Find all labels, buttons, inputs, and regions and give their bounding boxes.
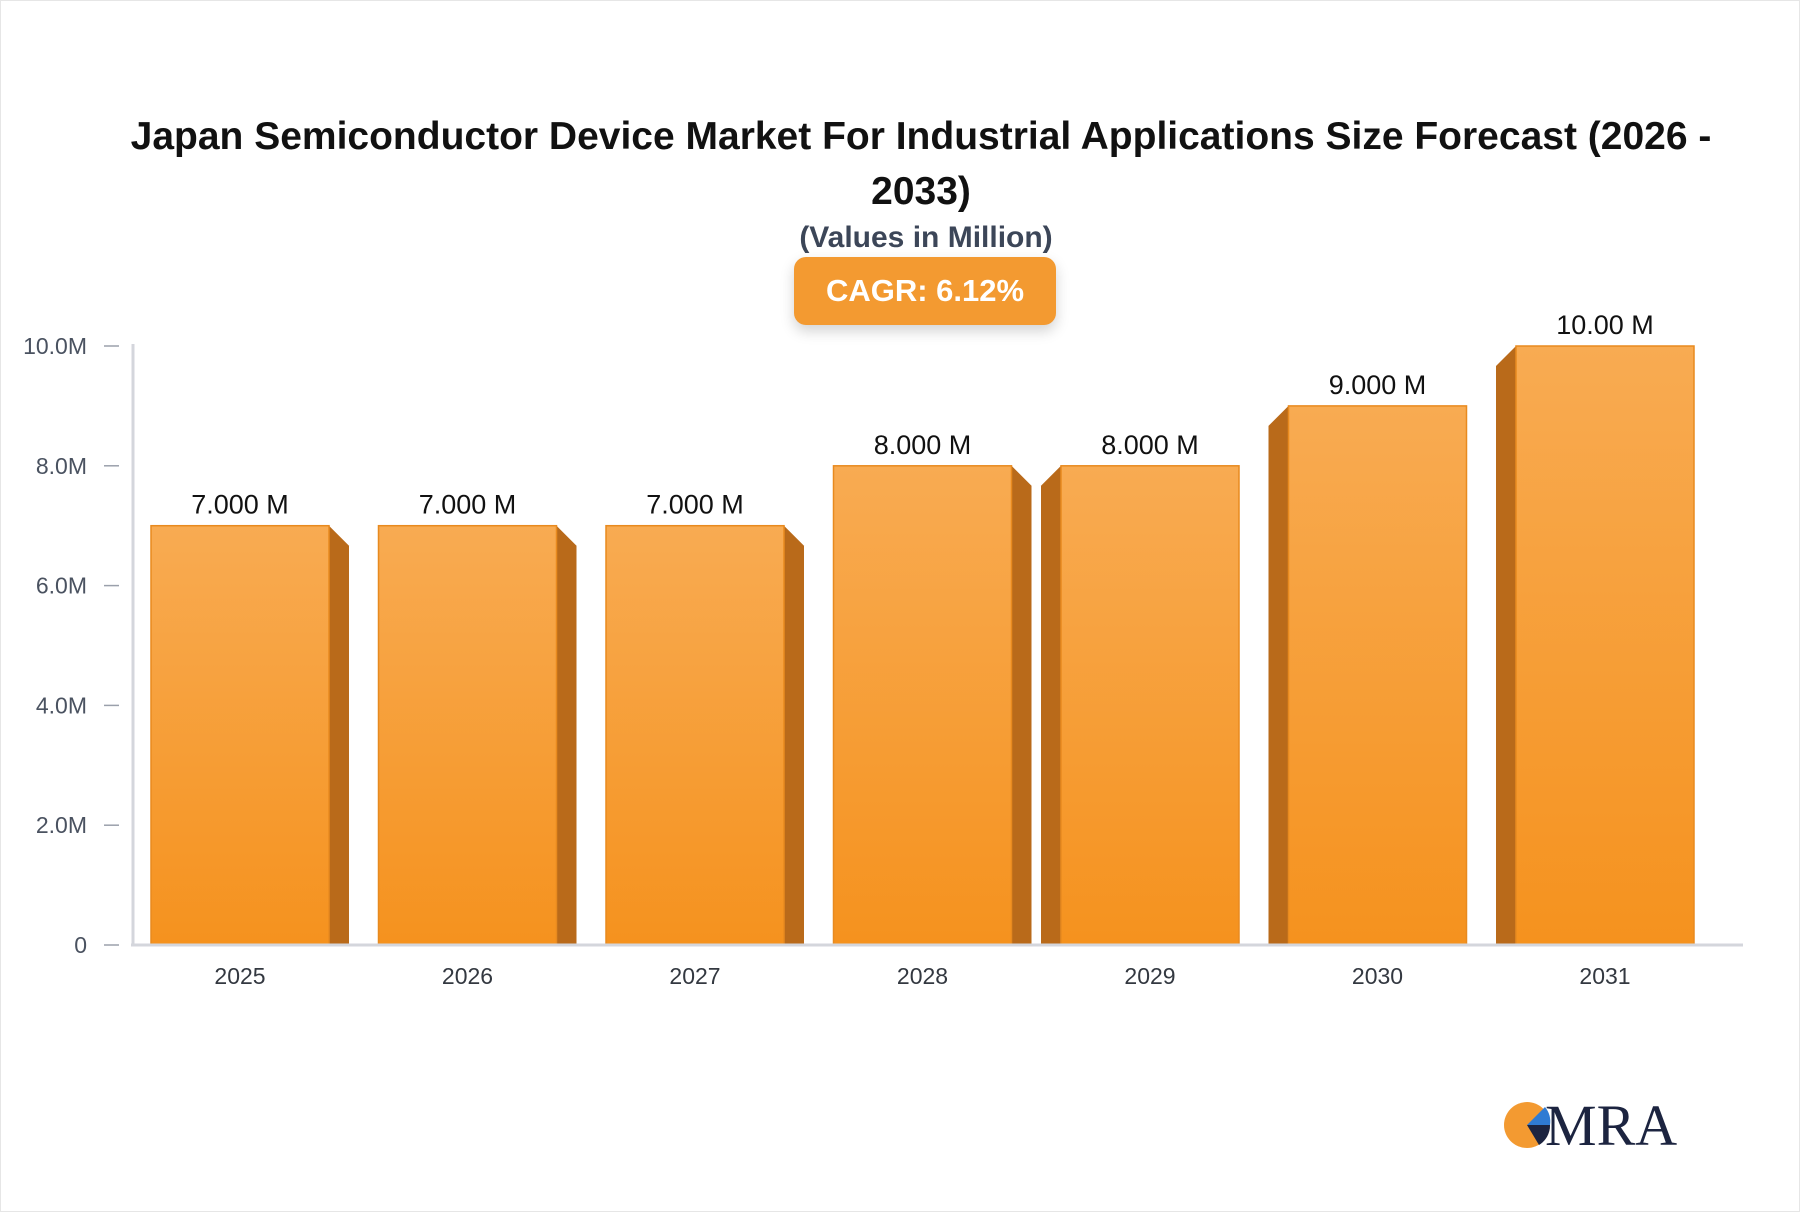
bar-value-label: 9.000 M — [1329, 370, 1427, 400]
logo-navy-wedge — [1527, 1125, 1551, 1145]
bar-2026: 7.000 M — [377, 490, 577, 946]
y-axis: 0 2.0M 4.0M 6.0M 8.0M 10.0M — [23, 333, 135, 958]
bar-side — [1041, 465, 1061, 945]
bar-side — [784, 525, 804, 945]
bar-side — [1011, 465, 1032, 945]
x-tick-label: 2025 — [214, 963, 265, 989]
bar-side — [329, 525, 349, 945]
bar-face — [150, 524, 330, 946]
y-tick-label: 10.0M — [23, 333, 87, 359]
bar-face — [832, 465, 1013, 946]
x-tick-label: 2030 — [1352, 963, 1403, 989]
x-axis: 2025 2026 2027 2028 2029 2030 2031 — [131, 943, 1743, 989]
bars: 7.000 M 7.000 M 7.000 M 8.000 M 8.000 M 9.000… — [150, 310, 1695, 946]
bar-value-label: 10.00 M — [1556, 310, 1654, 340]
bar-face — [377, 524, 558, 946]
bar-face — [605, 524, 785, 946]
x-tick-label: 2026 — [442, 963, 493, 989]
bar-value-label: 7.000 M — [646, 490, 744, 520]
x-tick-label: 2031 — [1579, 963, 1630, 989]
logo-blue-wedge — [1527, 1107, 1551, 1125]
mra-logo: MRA — [1504, 1093, 1677, 1157]
bar-side — [1268, 405, 1289, 945]
bar-2030: 9.000 M — [1268, 370, 1468, 946]
cagr-badge: CAGR: 6.12% — [794, 257, 1056, 325]
bar-2029: 8.000 M — [1041, 430, 1240, 946]
chart-subtitle: (Values in Million) — [799, 221, 1053, 254]
y-tick-label: 6.0M — [36, 573, 87, 599]
bar-side — [556, 525, 577, 945]
bar-2025: 7.000 M — [150, 490, 349, 946]
bar-2027: 7.000 M — [605, 490, 804, 946]
y-tick-label: 0 — [74, 932, 87, 958]
bar-face — [1287, 405, 1468, 946]
bar-face — [1060, 465, 1240, 946]
bar-value-label: 8.000 M — [874, 430, 972, 460]
x-tick-label: 2028 — [897, 963, 948, 989]
x-tick-label: 2027 — [669, 963, 720, 989]
bar-value-label: 8.000 M — [1101, 430, 1199, 460]
chart-title: Japan Semiconductor Device Market For In… — [130, 115, 1712, 213]
bar-2031: 10.00 M — [1496, 310, 1695, 946]
bar-2028: 8.000 M — [832, 430, 1032, 946]
x-tick-label: 2029 — [1124, 963, 1175, 989]
bar-value-label: 7.000 M — [419, 490, 517, 520]
y-tick-label: 4.0M — [36, 692, 87, 718]
y-tick-label: 2.0M — [36, 812, 87, 838]
bar-face — [1515, 345, 1695, 946]
bar-side — [1496, 346, 1516, 945]
logo-text: MRA — [1545, 1093, 1677, 1157]
bar-value-label: 7.000 M — [191, 490, 289, 520]
y-tick-label: 8.0M — [36, 453, 87, 479]
